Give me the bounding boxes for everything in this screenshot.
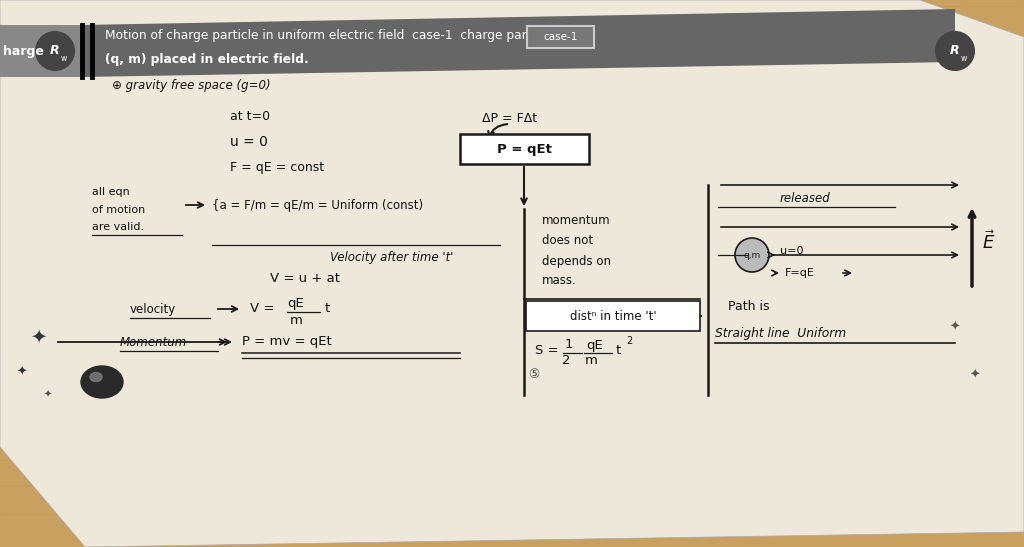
Text: qE: qE: [287, 298, 304, 311]
Text: t: t: [616, 344, 622, 357]
Text: 2: 2: [626, 336, 632, 346]
Text: V =: V =: [250, 302, 274, 316]
Text: does not: does not: [542, 235, 593, 247]
Text: released: released: [779, 193, 830, 206]
Text: are valid.: are valid.: [92, 222, 144, 232]
Polygon shape: [82, 9, 955, 77]
Text: depends on: depends on: [542, 254, 611, 267]
Ellipse shape: [90, 373, 102, 381]
Text: velocity: velocity: [130, 302, 176, 316]
Text: 1: 1: [565, 339, 573, 352]
FancyBboxPatch shape: [0, 25, 82, 77]
Text: ✦: ✦: [44, 390, 52, 400]
Text: S =: S =: [535, 344, 559, 357]
Text: 2: 2: [562, 354, 570, 368]
Text: ⊕ gravity free space (g=0): ⊕ gravity free space (g=0): [112, 79, 270, 91]
Text: u = 0: u = 0: [230, 135, 268, 149]
Text: harge: harge: [3, 44, 44, 57]
Text: Straight line  Uniform: Straight line Uniform: [715, 327, 846, 340]
Text: u=0: u=0: [780, 246, 804, 256]
Text: F=qE: F=qE: [785, 268, 815, 278]
Text: t: t: [325, 302, 331, 316]
Text: {a = F/m = qE/m = Uniform (const): {a = F/m = qE/m = Uniform (const): [212, 199, 423, 212]
Text: ✦: ✦: [949, 321, 961, 334]
Text: Motion of charge particle in uniform electric field  case-1  charge particle: Motion of charge particle in uniform ele…: [105, 28, 553, 42]
Text: at t=0: at t=0: [230, 110, 270, 124]
Text: m: m: [290, 315, 303, 328]
Text: distⁿ in time 't': distⁿ in time 't': [569, 310, 656, 323]
Text: ✦: ✦: [30, 328, 46, 346]
FancyBboxPatch shape: [460, 134, 589, 164]
Text: P = qEt: P = qEt: [497, 143, 552, 155]
Text: ✦: ✦: [16, 365, 28, 379]
Text: Momentum: Momentum: [120, 335, 187, 348]
Text: momentum: momentum: [542, 214, 610, 228]
FancyBboxPatch shape: [527, 26, 594, 48]
Text: ⑤: ⑤: [528, 369, 540, 381]
Text: case-1: case-1: [544, 32, 579, 42]
Text: q,m: q,m: [743, 251, 761, 259]
Circle shape: [36, 32, 74, 70]
Text: w: w: [961, 54, 967, 62]
Text: ΔP = FΔt: ΔP = FΔt: [482, 113, 538, 125]
Text: Velocity after time 't': Velocity after time 't': [330, 251, 454, 264]
Text: $\vec{E}$: $\vec{E}$: [982, 231, 995, 253]
Text: all eqn: all eqn: [92, 187, 130, 197]
Text: mass.: mass.: [542, 275, 577, 288]
Text: w: w: [60, 54, 68, 62]
Text: m: m: [585, 354, 598, 368]
Text: V = u + at: V = u + at: [270, 272, 340, 286]
Text: P = mv = qEt: P = mv = qEt: [242, 335, 332, 348]
Text: R: R: [950, 44, 959, 56]
Text: of motion: of motion: [92, 205, 145, 215]
Text: R: R: [50, 44, 59, 56]
Text: (q, m) placed in electric field.: (q, m) placed in electric field.: [105, 53, 309, 66]
Text: Path is: Path is: [728, 300, 769, 313]
Circle shape: [936, 32, 974, 70]
Text: F = qE = const: F = qE = const: [230, 160, 325, 173]
FancyBboxPatch shape: [526, 301, 700, 331]
Text: ✦: ✦: [970, 369, 980, 381]
Text: qE: qE: [586, 339, 603, 352]
Ellipse shape: [81, 366, 123, 398]
Circle shape: [735, 238, 769, 272]
